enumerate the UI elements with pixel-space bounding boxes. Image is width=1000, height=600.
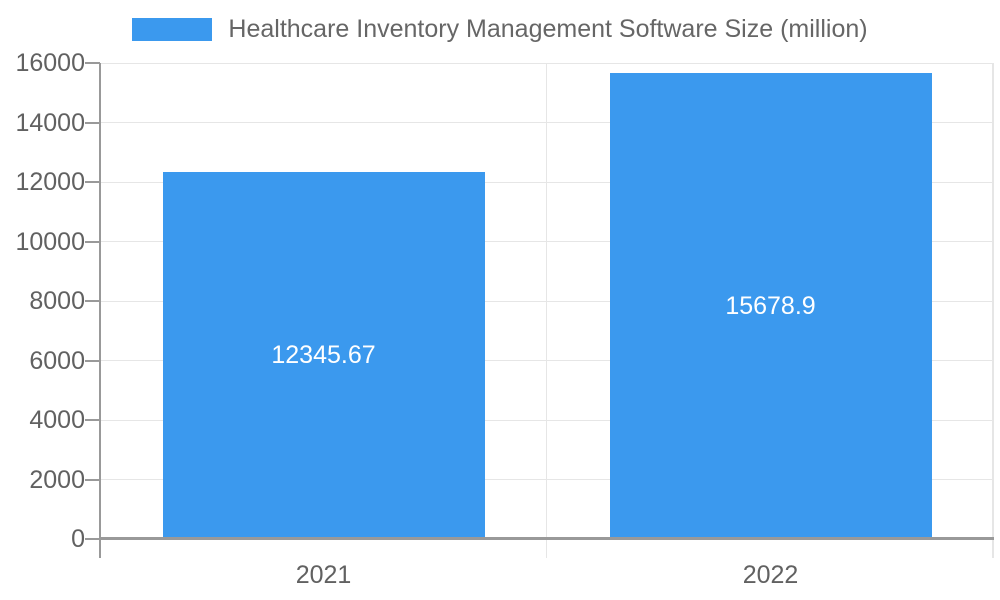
bar-value-label: 15678.9 xyxy=(725,291,816,320)
y-tick-label: 10000 xyxy=(15,227,85,256)
y-axis-tick xyxy=(85,62,100,64)
y-axis-line xyxy=(99,63,101,558)
gridline-horizontal xyxy=(100,62,994,64)
y-tick-label: 6000 xyxy=(29,346,85,375)
gridline-vertical xyxy=(546,63,547,558)
y-axis-tick xyxy=(85,538,100,540)
y-axis-tick xyxy=(85,121,100,124)
y-axis-tick xyxy=(85,300,100,302)
y-axis-tick xyxy=(85,240,100,243)
gridline-horizontal xyxy=(100,479,994,480)
gridline-horizontal xyxy=(100,122,994,123)
gridline-horizontal xyxy=(100,360,994,361)
y-tick-label: 0 xyxy=(71,525,85,553)
y-tick-label: 2000 xyxy=(29,465,85,494)
y-tick-label: 16000 xyxy=(15,49,85,77)
legend-swatch xyxy=(132,17,213,41)
y-axis-tick xyxy=(85,478,100,481)
x-tick-label: 2021 xyxy=(295,561,352,589)
gridline-horizontal xyxy=(100,300,994,302)
gridline-horizontal xyxy=(100,241,994,242)
chart-legend: Healthcare Inventory Management Software… xyxy=(0,14,1000,44)
y-tick-label: 14000 xyxy=(15,108,85,137)
gridline-horizontal xyxy=(100,181,994,183)
y-axis-tick xyxy=(85,419,100,421)
y-axis-tick xyxy=(85,181,100,183)
bar-value-label: 12345.67 xyxy=(271,341,376,370)
bar-2021 xyxy=(162,171,485,539)
legend-label: Healthcare Inventory Management Software… xyxy=(228,15,868,43)
y-tick-label: 4000 xyxy=(29,406,85,434)
y-axis-tick xyxy=(85,359,100,362)
bar-2022 xyxy=(609,72,932,539)
gridline-horizontal xyxy=(100,419,994,421)
y-tick-label: 8000 xyxy=(29,287,85,315)
gridline-vertical xyxy=(992,63,994,558)
x-axis-line xyxy=(100,537,994,540)
y-tick-label: 12000 xyxy=(15,168,85,196)
x-tick-label: 2022 xyxy=(742,561,799,589)
